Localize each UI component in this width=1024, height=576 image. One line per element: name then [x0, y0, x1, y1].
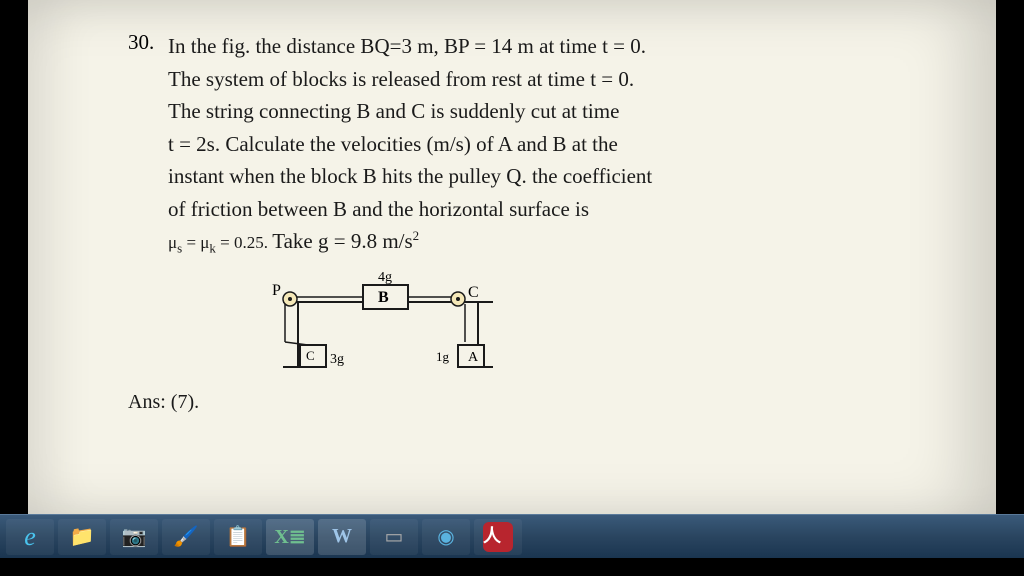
taskbar-pdf-icon[interactable]: 人: [474, 519, 522, 555]
take-g: Take g = 9.8 m/s: [272, 229, 412, 253]
label-c-pulley: C: [468, 284, 479, 301]
taskbar-note-icon[interactable]: 📋: [214, 519, 262, 555]
taskbar-excel-icon[interactable]: X≣: [266, 519, 314, 555]
diagram-svg: P B C 4g C 3g 1g A: [258, 267, 538, 387]
taskbar-word-icon[interactable]: W: [318, 519, 366, 555]
taskbar-paint-icon[interactable]: 🖌️: [162, 519, 210, 555]
problem-number: 30.: [128, 30, 154, 55]
label-left-block: C: [306, 348, 315, 363]
taskbar-ie-icon[interactable]: e: [6, 519, 54, 555]
line4: t = 2s. Calculate the velocities (m/s) o…: [168, 132, 618, 156]
label-3g: 3g: [330, 352, 344, 367]
taskbar-chrome-icon[interactable]: ◉: [422, 519, 470, 555]
val: = 0.25.: [216, 233, 272, 252]
label-4g: 4g: [378, 270, 392, 285]
line6: of friction between B and the horizontal…: [168, 197, 589, 221]
label-1g: 1g: [436, 349, 450, 364]
line3: The string connecting B and C is suddenl…: [168, 99, 619, 123]
line5: instant when the block B hits the pulley…: [168, 164, 652, 188]
answer-text: Ans: (7).: [128, 391, 926, 414]
label-a: A: [468, 350, 479, 365]
physics-diagram: P B C 4g C 3g 1g A: [258, 267, 538, 387]
taskbar-explorer-icon[interactable]: 📁: [58, 519, 106, 555]
problem-text: In the fig. the distance BQ=3 m, BP = 14…: [168, 30, 926, 259]
line1: In the fig. the distance BQ=3 m, BP = 14…: [168, 34, 646, 58]
taskbar-window-icon[interactable]: ▭: [370, 519, 418, 555]
taskbar[interactable]: e 📁 📷 🖌️ 📋 X≣ W ▭ ◉ 人: [0, 514, 1024, 558]
eq1: = μ: [182, 233, 209, 252]
taskbar-camera-icon[interactable]: 📷: [110, 519, 158, 555]
mu1: μ: [168, 233, 177, 252]
label-b: B: [378, 289, 389, 306]
line2: The system of blocks is released from re…: [168, 67, 634, 91]
document-page: 30. In the fig. the distance BQ=3 m, BP …: [28, 0, 996, 520]
label-p: P: [272, 282, 281, 299]
sup-2: 2: [413, 228, 420, 243]
